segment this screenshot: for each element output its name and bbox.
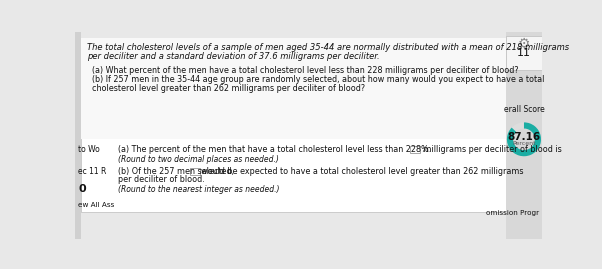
Text: 0: 0: [78, 184, 86, 194]
Text: 87.16: 87.16: [507, 132, 541, 142]
Text: omission Progr: omission Progr: [486, 210, 539, 216]
Text: (Round to the nearest integer as needed.): (Round to the nearest integer as needed.…: [118, 185, 279, 194]
Text: (b) If 257 men in the 35-44 age group are randomly selected, about how many woul: (b) If 257 men in the 35-44 age group ar…: [92, 75, 545, 84]
Text: (a) What percent of the men have a total cholesterol level less than 228 milligr: (a) What percent of the men have a total…: [92, 66, 519, 75]
Bar: [506, 36, 542, 70]
Text: (b) Of the 257 men selected,: (b) Of the 257 men selected,: [118, 167, 234, 176]
Bar: [410, 146, 420, 153]
Text: erall Score: erall Score: [504, 105, 544, 114]
Text: 11: 11: [517, 48, 531, 58]
Text: to Wo: to Wo: [78, 146, 100, 154]
Bar: [75, 32, 81, 239]
Text: %.: %.: [421, 146, 431, 154]
Text: ew All Ass: ew All Ass: [78, 203, 115, 208]
Bar: [190, 168, 200, 175]
Text: (a) The percent of the men that have a total cholesterol level less than 228 mil: (a) The percent of the men that have a t…: [118, 146, 562, 154]
Wedge shape: [507, 122, 541, 156]
Bar: [81, 38, 506, 213]
Text: would be expected to have a total cholesterol level greater than 262 milligrams: would be expected to have a total choles…: [201, 167, 523, 176]
Bar: [81, 38, 506, 139]
Text: per deciliter of blood.: per deciliter of blood.: [118, 175, 205, 185]
Text: per deciliter and a standard deviation of 37.6 milligrams per deciliter.: per deciliter and a standard deviation o…: [87, 52, 379, 61]
Text: cholesterol level greater than 262 milligrams per deciliter of blood?: cholesterol level greater than 262 milli…: [92, 84, 365, 93]
Text: (Round to two decimal places as needed.): (Round to two decimal places as needed.): [118, 155, 279, 164]
Bar: [506, 32, 542, 239]
Text: Percent: Percent: [512, 141, 536, 146]
Wedge shape: [507, 122, 541, 156]
Text: ⚙: ⚙: [518, 37, 530, 51]
Text: The total cholesterol levels of a sample of men aged 35-44 are normally distribu: The total cholesterol levels of a sample…: [87, 43, 569, 52]
Text: ec 11 R: ec 11 R: [78, 167, 107, 176]
